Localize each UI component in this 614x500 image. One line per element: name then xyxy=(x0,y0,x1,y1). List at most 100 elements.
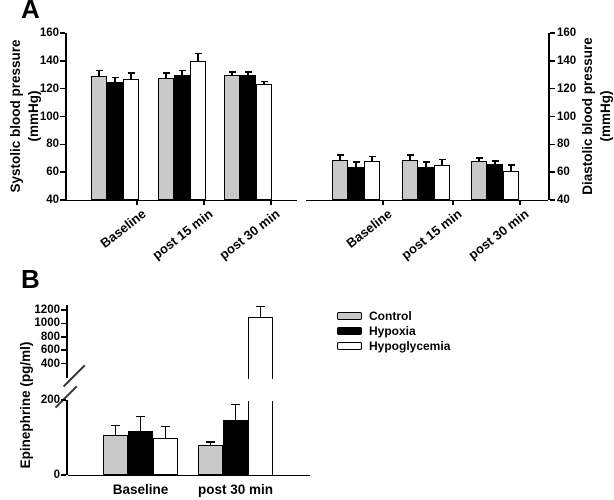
error-bar-line xyxy=(409,155,411,164)
bar-hypoxia-post-30-min xyxy=(240,74,256,200)
bar-control-post-30-min xyxy=(471,161,487,200)
y-axis-line xyxy=(548,33,550,200)
x-category-label: Baseline xyxy=(112,482,169,497)
legend-item: Hypoglycemia xyxy=(337,338,450,353)
y-tick-label: 60 xyxy=(46,166,59,179)
bar-hypoglycemia-post-30-min-lower xyxy=(248,401,273,475)
bar-control-baseline xyxy=(332,159,348,200)
bar-hypoglycemia-post-30-min xyxy=(503,170,519,200)
error-bar-cap xyxy=(260,80,268,83)
y-tick-label: 40 xyxy=(557,194,570,206)
error-bar-cap xyxy=(244,70,252,73)
bar-hypoglycemia-post-15-min xyxy=(434,165,450,200)
error-bar-line xyxy=(164,426,167,442)
x-axis-line xyxy=(65,199,297,202)
y-axis-tick xyxy=(61,349,66,351)
y-axis-tick xyxy=(61,362,66,365)
error-bar-cap xyxy=(136,415,145,418)
y-axis-tick xyxy=(550,171,555,173)
diastolic-axis-title-line2: (mmHg) xyxy=(598,90,613,142)
error-bar-line xyxy=(259,306,262,321)
error-bar-line xyxy=(339,155,341,164)
error-bar-cap xyxy=(475,157,483,159)
x-axis-tick xyxy=(519,200,521,205)
y-axis-tick xyxy=(61,474,66,476)
y-axis-tick xyxy=(60,143,65,146)
y-tick-label: 120 xyxy=(39,82,59,95)
error-bar-cap xyxy=(127,72,135,74)
y-tick-label: 400 xyxy=(40,357,60,370)
y-axis-tick xyxy=(61,336,66,338)
bar-hypoxia-post-30-min xyxy=(487,163,503,200)
y-tick-label: 600 xyxy=(40,344,60,357)
x-axis-line xyxy=(306,199,548,202)
bar-hypoglycemia-baseline xyxy=(364,161,380,200)
bar-control-post-30-min xyxy=(224,74,240,200)
error-bar-cap xyxy=(422,161,430,164)
x-axis-line xyxy=(68,474,310,477)
error-bar-cap xyxy=(161,425,170,428)
error-bar-cap xyxy=(406,154,414,157)
error-bar-line xyxy=(181,70,183,79)
x-axis-tick xyxy=(136,200,138,205)
x-axis-tick xyxy=(382,200,384,205)
bar-control-baseline xyxy=(91,76,107,200)
y-tick-label: 100 xyxy=(557,110,577,123)
bar-hypoxia-baseline xyxy=(348,166,364,200)
error-bar-line xyxy=(197,53,199,65)
epinephrine-bar-chart: 1200 1000 800 600 400 200 0 Baseline post 30 min xyxy=(34,304,310,497)
y-axis-tick xyxy=(60,199,65,201)
error-bar-line xyxy=(355,162,357,171)
panel-b-label: B xyxy=(21,264,40,294)
error-bar-cap xyxy=(111,424,120,427)
error-bar-cap xyxy=(507,164,515,166)
bar-hypoglycemia-post-30-min xyxy=(256,84,272,200)
y-tick-label: 800 xyxy=(40,330,60,343)
y-axis-line xyxy=(66,400,68,475)
legend-item: Control xyxy=(337,308,450,323)
error-bar-line xyxy=(114,77,116,86)
y-axis-tick xyxy=(550,143,555,146)
diastolic-bar-chart: 160 140 120 100 80 60 40 Baseline post 15 min pos… xyxy=(306,27,576,262)
y-tick-label: 1000 xyxy=(34,317,60,330)
bar-hypoglycemia-post-15-min xyxy=(190,60,206,200)
x-category-label: post 30 min xyxy=(465,206,532,263)
y-axis-tick xyxy=(550,60,555,62)
systolic-bar-chart: 160 140 120 100 80 60 40 Baseline post 15 min pos… xyxy=(40,27,297,262)
bar-hypoxia-post-15-min xyxy=(174,74,190,200)
bar-control-post-30-min xyxy=(198,445,223,475)
error-bar-line xyxy=(441,159,443,170)
y-tick-label: 100 xyxy=(39,110,59,123)
legend-label: Hypoxia xyxy=(369,323,416,338)
y-axis-tick xyxy=(60,171,65,173)
y-tick-label: 80 xyxy=(557,138,570,151)
x-category-label: Baseline xyxy=(342,206,395,251)
x-axis-tick xyxy=(270,200,272,205)
y-tick-label: 40 xyxy=(46,194,59,206)
bar-hypoxia-post-15-min xyxy=(418,166,434,200)
y-tick-label: 140 xyxy=(39,54,59,67)
y-tick-label: 60 xyxy=(557,166,570,179)
error-bar-cap xyxy=(194,52,202,55)
bar-hypoxia-post-30-min xyxy=(223,419,248,475)
y-tick-label: 1200 xyxy=(34,304,60,316)
y-axis-tick xyxy=(60,87,65,90)
legend-label: Hypoglycemia xyxy=(369,338,451,353)
y-tick-label: 80 xyxy=(46,138,59,151)
error-bar-line xyxy=(98,70,100,81)
legend-item: Hypoxia xyxy=(337,323,450,338)
bar-control-post-15-min xyxy=(402,159,418,200)
error-bar-cap xyxy=(231,403,240,406)
y-axis-tick xyxy=(550,87,555,90)
error-bar-cap xyxy=(438,158,446,161)
bar-hypoxia-baseline xyxy=(128,430,153,475)
error-bar-cap xyxy=(178,69,186,72)
y-tick-label: 140 xyxy=(557,54,577,67)
error-bar-line xyxy=(114,425,117,439)
y-axis-tick xyxy=(550,32,555,34)
error-bar-cap xyxy=(228,70,236,73)
legend-label: Control xyxy=(369,308,412,323)
x-category-label: post 30 min xyxy=(197,482,273,497)
y-axis-line xyxy=(66,305,68,378)
